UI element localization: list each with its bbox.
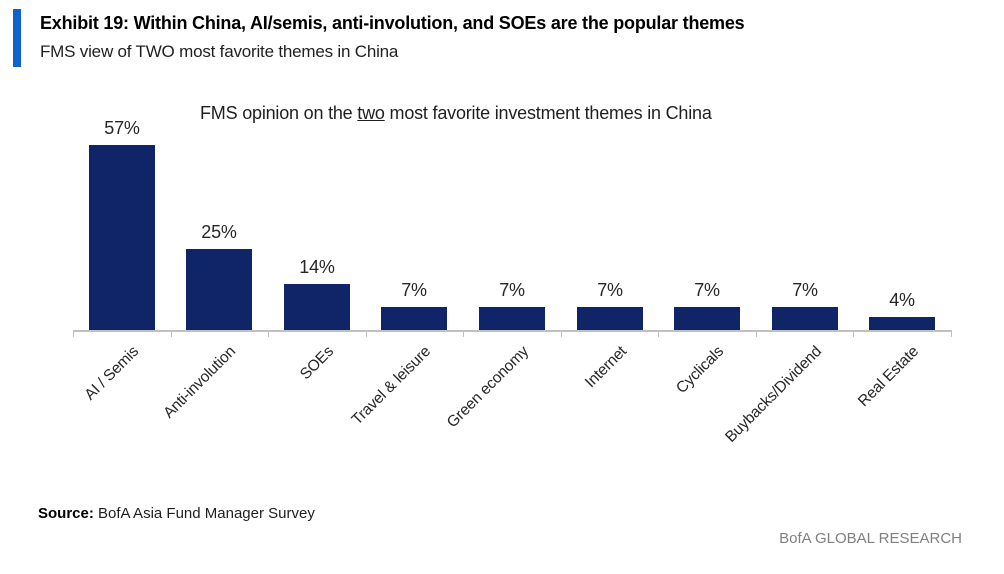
x-label-cyclicals: Cyclicals bbox=[673, 343, 728, 397]
exhibit-accent-bar bbox=[13, 9, 21, 67]
x-axis-tick bbox=[658, 330, 659, 337]
x-axis-tick bbox=[756, 330, 757, 337]
chart-title: FMS opinion on the two most favorite inv… bbox=[200, 103, 712, 124]
chart-title-suffix: most favorite investment themes in China bbox=[384, 103, 712, 123]
value-label-internet: 7% bbox=[597, 280, 623, 300]
source-label: Source: bbox=[38, 505, 94, 522]
x-label-anti-involution: Anti-involution bbox=[160, 343, 240, 422]
x-axis-tick bbox=[463, 330, 464, 337]
bar-ai-semis bbox=[89, 145, 155, 330]
x-axis-tick bbox=[561, 330, 562, 337]
bar-green-economy bbox=[479, 307, 545, 330]
x-label-internet: Internet bbox=[581, 343, 631, 392]
bar-real-estate bbox=[869, 317, 935, 330]
x-axis-line bbox=[73, 330, 951, 332]
value-label-cyclicals: 7% bbox=[694, 280, 720, 300]
exhibit-title: Exhibit 19: Within China, AI/semis, anti… bbox=[40, 13, 745, 33]
source-text: BofA Asia Fund Manager Survey bbox=[93, 505, 315, 522]
bar-internet bbox=[577, 307, 643, 330]
source-line: Source: BofA Asia Fund Manager Survey bbox=[38, 505, 315, 522]
x-axis-tick bbox=[853, 330, 854, 337]
x-label-travel-leisure: Travel & leisure bbox=[348, 343, 435, 429]
x-axis-tick bbox=[73, 330, 74, 337]
chart-title-prefix: FMS opinion on the bbox=[200, 103, 358, 123]
x-axis-tick bbox=[951, 330, 952, 337]
value-label-anti-involution: 25% bbox=[201, 222, 237, 242]
bar-buybacks-dividend bbox=[772, 307, 838, 330]
bar-cyclicals bbox=[674, 307, 740, 330]
value-label-real-estate: 4% bbox=[889, 290, 915, 310]
x-label-ai-semis: AI / Semis bbox=[81, 343, 143, 404]
x-axis-tick bbox=[366, 330, 367, 337]
x-axis-tick bbox=[171, 330, 172, 337]
value-label-travel-leisure: 7% bbox=[401, 280, 427, 300]
value-label-ai-semis: 57% bbox=[104, 118, 140, 138]
value-label-buybacks-dividend: 7% bbox=[792, 280, 818, 300]
x-label-buybacks-dividend: Buybacks/Dividend bbox=[722, 343, 826, 446]
x-label-soes: SOEs bbox=[296, 343, 338, 384]
value-label-soes: 14% bbox=[299, 257, 335, 277]
x-label-real-estate: Real Estate bbox=[854, 343, 923, 411]
bar-soes bbox=[284, 284, 350, 330]
value-label-green-economy: 7% bbox=[499, 280, 525, 300]
brand-line: BofA GLOBAL RESEARCH bbox=[779, 530, 962, 547]
exhibit-subtitle: FMS view of TWO most favorite themes in … bbox=[40, 42, 399, 61]
x-label-green-economy: Green economy bbox=[443, 343, 533, 432]
bar-anti-involution bbox=[186, 249, 252, 330]
x-axis-tick bbox=[268, 330, 269, 337]
bar-travel-leisure bbox=[381, 307, 447, 330]
chart-title-underlined-word: two bbox=[357, 103, 385, 123]
